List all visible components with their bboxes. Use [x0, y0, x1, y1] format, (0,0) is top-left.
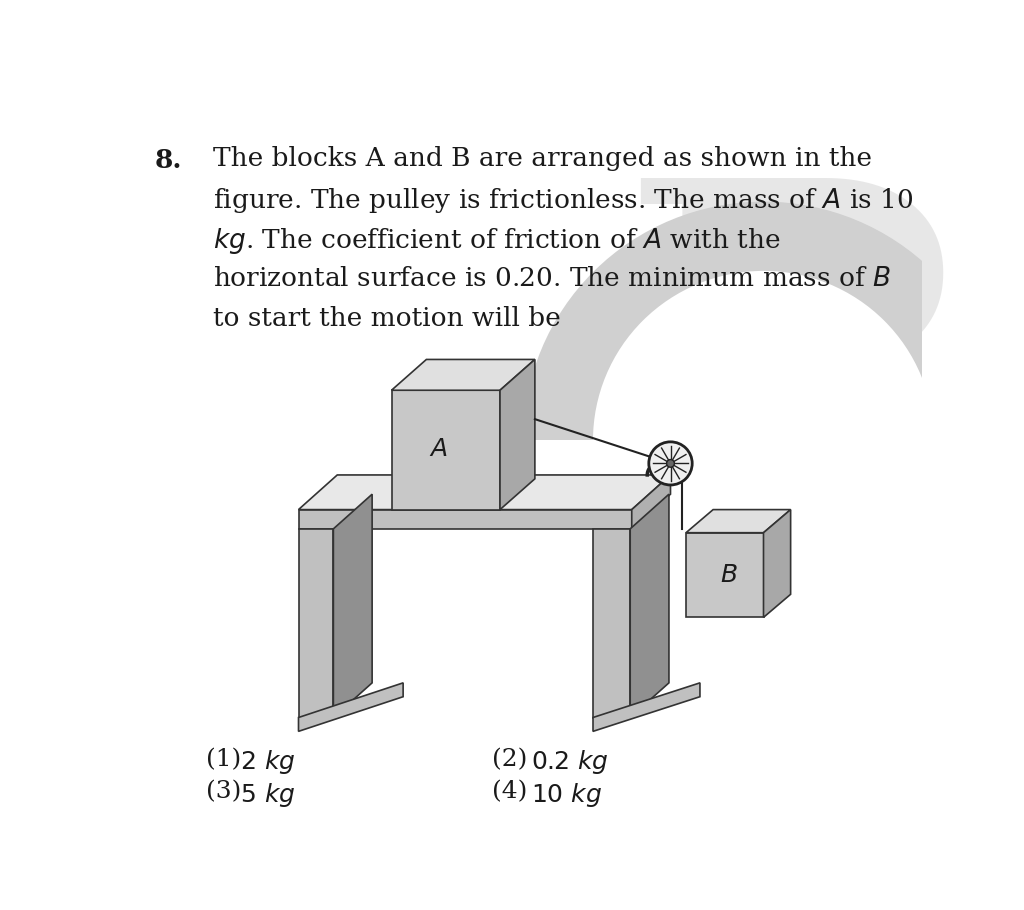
- Text: to start the motion will be: to start the motion will be: [213, 307, 561, 331]
- Text: (1): (1): [206, 748, 241, 772]
- Circle shape: [593, 271, 934, 610]
- Polygon shape: [764, 510, 791, 617]
- Polygon shape: [500, 359, 535, 510]
- Text: 8.: 8.: [155, 147, 182, 173]
- Circle shape: [523, 202, 1004, 679]
- Polygon shape: [632, 475, 671, 529]
- Text: $2\ kg$: $2\ kg$: [241, 748, 296, 776]
- Polygon shape: [334, 494, 372, 717]
- Circle shape: [649, 442, 692, 485]
- Text: P: P: [620, 164, 954, 593]
- Text: (3): (3): [206, 781, 241, 804]
- Text: $5\ kg$: $5\ kg$: [241, 781, 296, 809]
- Text: $10\ kg$: $10\ kg$: [531, 781, 602, 809]
- Circle shape: [667, 460, 675, 467]
- Polygon shape: [299, 529, 334, 717]
- Text: $A$: $A$: [429, 439, 447, 461]
- Bar: [515, 440, 1012, 694]
- Polygon shape: [593, 529, 630, 717]
- Text: (2): (2): [493, 748, 527, 772]
- Polygon shape: [593, 682, 700, 732]
- Polygon shape: [391, 359, 535, 390]
- Polygon shape: [299, 682, 403, 732]
- Text: The blocks A and B are arranged as shown in the: The blocks A and B are arranged as shown…: [213, 147, 872, 171]
- Polygon shape: [686, 510, 791, 532]
- Text: $kg$. The coefficient of friction of $A$ with the: $kg$. The coefficient of friction of $A$…: [213, 227, 780, 257]
- Polygon shape: [391, 390, 500, 510]
- Polygon shape: [299, 510, 632, 529]
- Polygon shape: [686, 532, 764, 617]
- Polygon shape: [299, 475, 671, 510]
- Polygon shape: [630, 494, 669, 717]
- Text: (4): (4): [493, 781, 527, 804]
- Text: $0.2\ kg$: $0.2\ kg$: [531, 748, 609, 776]
- Text: $B$: $B$: [720, 563, 737, 587]
- Text: figure. The pulley is frictionless. The mass of $A$ is 10: figure. The pulley is frictionless. The …: [213, 187, 913, 215]
- Text: horizontal surface is 0.20. The minimum mass of $B$: horizontal surface is 0.20. The minimum …: [213, 267, 891, 291]
